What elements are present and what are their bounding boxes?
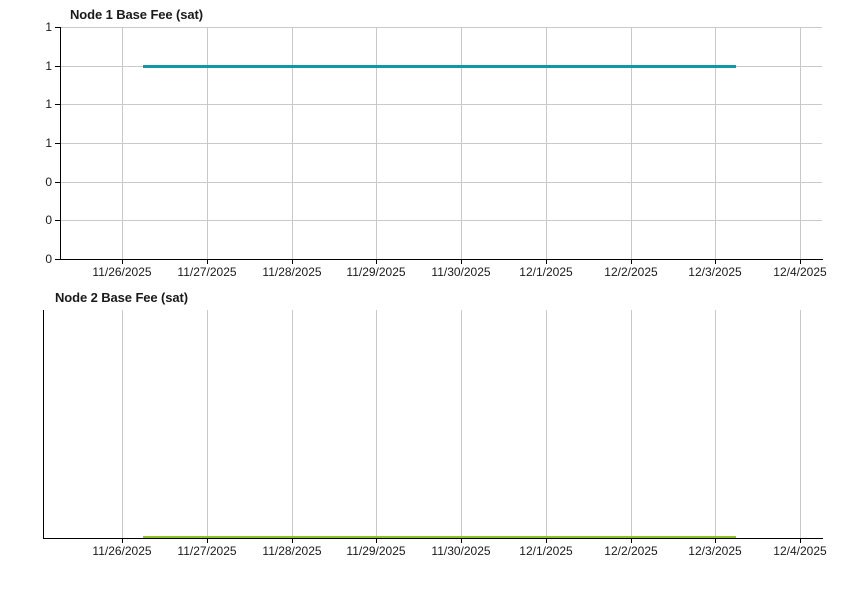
chart-2-xlabel: 11/27/2025	[177, 544, 237, 558]
chart-2-xtick	[292, 538, 293, 543]
chart-1-gridline-h	[60, 27, 822, 28]
chart-2-gridline-v	[461, 310, 462, 538]
chart-1-gridline-h	[60, 182, 822, 183]
chart-1-gridline-h	[60, 143, 822, 144]
chart-1-xlabel: 11/28/2025	[262, 265, 322, 279]
chart-1-xlabel: 11/29/2025	[346, 265, 406, 279]
chart-1-xlabel: 11/26/2025	[92, 265, 152, 279]
chart-2-gridline-v	[376, 310, 377, 538]
chart-1-gridline-v	[631, 27, 632, 259]
chart-2-gridline-v	[800, 310, 801, 538]
chart-1-gridline-v	[207, 27, 208, 259]
chart-1-ylabel: 0	[45, 175, 52, 189]
chart-2-gridline-v	[546, 310, 547, 538]
chart-2-gridline-v	[715, 310, 716, 538]
chart-2-xtick	[546, 538, 547, 543]
chart-1-gridline-v	[546, 27, 547, 259]
chart-1-ylabel: 1	[45, 59, 52, 73]
chart-1-ylabel: 1	[45, 20, 52, 34]
chart-1-y-axis	[60, 27, 61, 260]
chart-1-xlabel: 11/27/2025	[177, 265, 237, 279]
chart-1-xtick	[376, 259, 377, 264]
chart-1-gridline-h	[60, 220, 822, 221]
chart-1-ytick	[55, 66, 60, 67]
chart-2-gridline-v	[292, 310, 293, 538]
chart-2-xlabel: 12/4/2025	[773, 544, 827, 558]
chart-1-ylabel: 0	[45, 252, 52, 266]
chart-1-xlabel: 12/2/2025	[604, 265, 658, 279]
chart-2-xtick	[122, 538, 123, 543]
chart-2-xlabel: 12/2/2025	[604, 544, 658, 558]
chart-2-xtick	[800, 538, 801, 543]
chart-1-gridline-v	[376, 27, 377, 259]
chart-1-xtick	[461, 259, 462, 264]
chart-1-gridline-v	[800, 27, 801, 259]
chart-2-series-line	[143, 536, 736, 538]
chart-1-ylabel: 1	[45, 136, 52, 150]
chart-1-plot-area	[60, 27, 822, 260]
chart-1-title: Node 1 Base Fee (sat)	[70, 7, 204, 22]
chart-1-xtick	[631, 259, 632, 264]
chart-2-title: Node 2 Base Fee (sat)	[55, 290, 189, 305]
chart-2-xtick	[631, 538, 632, 543]
chart-1-ytick	[55, 259, 60, 260]
chart-2-xlabel: 11/26/2025	[92, 544, 152, 558]
chart-2-xtick	[715, 538, 716, 543]
chart-1-xtick	[292, 259, 293, 264]
chart-2-xlabel: 11/28/2025	[262, 544, 322, 558]
chart-1-gridline-v	[292, 27, 293, 259]
chart-2-gridline-v	[631, 310, 632, 538]
chart-1-ylabel: 1	[45, 97, 52, 111]
chart-2-xtick	[207, 538, 208, 543]
chart-1-x-axis	[60, 259, 823, 260]
chart-panel-node-1: Node 1 Base Fee (sat) 1 1 1 1 0 0 0 11/26/2025 1…	[0, 0, 860, 290]
chart-2-gridline-v	[207, 310, 208, 538]
chart-1-xtick	[715, 259, 716, 264]
chart-1-ylabel: 0	[45, 213, 52, 227]
chart-2-xlabel: 12/3/2025	[688, 544, 742, 558]
chart-1-xlabel: 12/3/2025	[688, 265, 742, 279]
chart-2-gridline-v	[122, 310, 123, 538]
chart-1-xlabel: 11/30/2025	[431, 265, 491, 279]
chart-1-xlabel: 12/4/2025	[773, 265, 827, 279]
chart-2-plot-area	[43, 310, 822, 538]
chart-2-xtick	[461, 538, 462, 543]
chart-1-xtick	[546, 259, 547, 264]
chart-1-xtick	[122, 259, 123, 264]
chart-1-ytick	[55, 104, 60, 105]
chart-1-ytick	[55, 143, 60, 144]
chart-2-y-axis	[43, 310, 44, 539]
chart-2-xlabel: 12/1/2025	[519, 544, 573, 558]
chart-1-xtick	[800, 259, 801, 264]
chart-1-gridline-v	[122, 27, 123, 259]
chart-1-gridline-v	[715, 27, 716, 259]
chart-2-xtick	[376, 538, 377, 543]
chart-1-ytick	[55, 27, 60, 28]
chart-1-gridline-v	[461, 27, 462, 259]
chart-1-xtick	[207, 259, 208, 264]
chart-2-xlabel: 11/30/2025	[431, 544, 491, 558]
chart-1-xlabel: 12/1/2025	[519, 265, 573, 279]
chart-1-ytick	[55, 220, 60, 221]
chart-2-xlabel: 11/29/2025	[346, 544, 406, 558]
chart-1-ytick	[55, 182, 60, 183]
chart-panel-node-2: Node 2 Base Fee (sat) 11/26/2025 11/27/20…	[0, 288, 860, 600]
chart-2-x-axis	[43, 538, 823, 539]
chart-1-gridline-h	[60, 104, 822, 105]
chart-1-series-line	[143, 65, 736, 68]
